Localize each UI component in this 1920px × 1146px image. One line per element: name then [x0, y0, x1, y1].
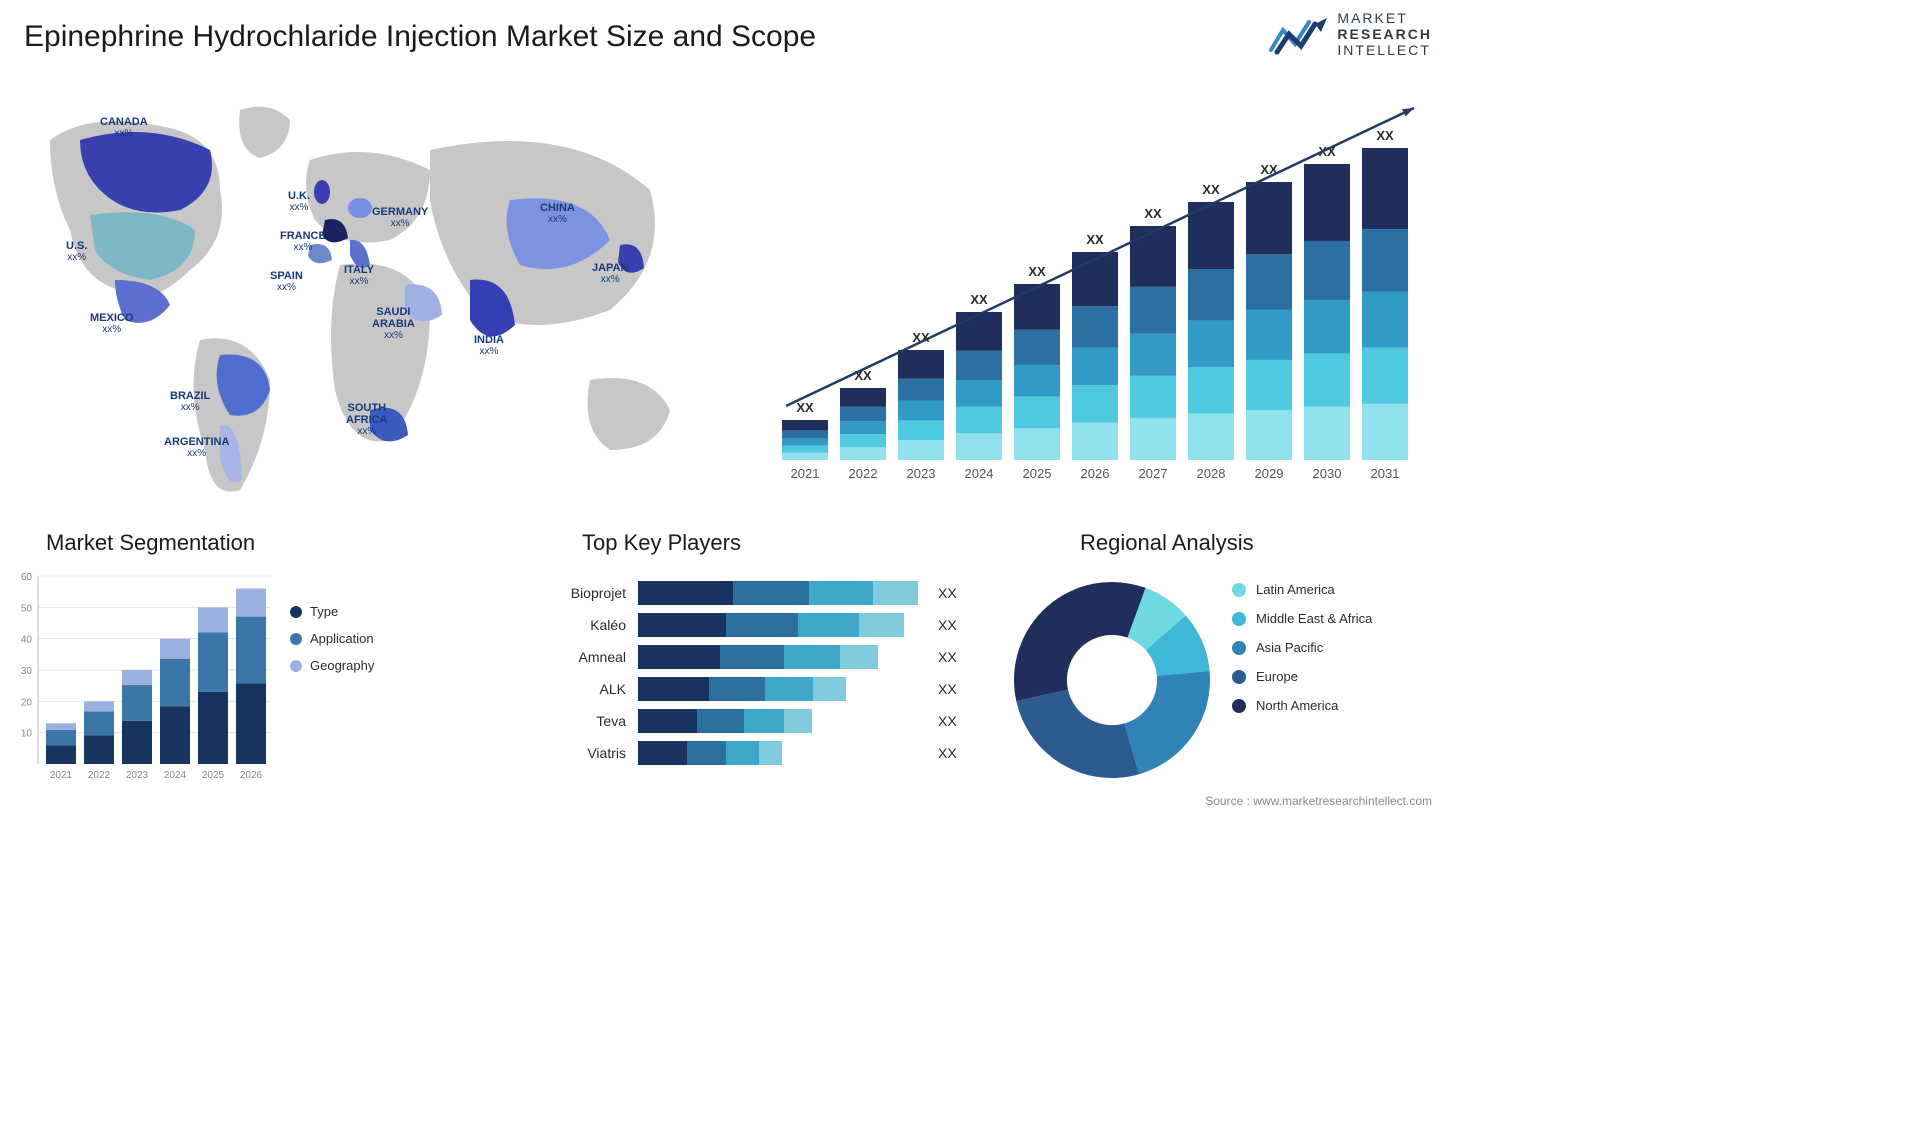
world-map: CANADAxx% U.S.xx% MEXICOxx% BRAZILxx% ARGENT…: [10, 80, 730, 510]
player-name: Teva: [518, 713, 638, 729]
player-row: Amneal XX: [518, 644, 988, 670]
map-label-canada: CANADAxx%: [100, 116, 148, 139]
seg-legend-application: Application: [290, 631, 374, 646]
svg-text:2025: 2025: [1023, 466, 1052, 481]
svg-text:XX: XX: [1028, 264, 1046, 279]
map-label-spain: SPAINxx%: [270, 270, 303, 293]
brand-logo-mark: [1269, 12, 1329, 56]
svg-text:2027: 2027: [1139, 466, 1168, 481]
svg-text:2021: 2021: [50, 770, 73, 781]
player-name: Kaléo: [518, 617, 638, 633]
seg-legend-geography: Geography: [290, 658, 374, 673]
svg-text:XX: XX: [970, 292, 988, 307]
player-value: XX: [938, 745, 957, 761]
brand-logo-text: MARKET RESEARCH INTELLECT: [1337, 10, 1432, 58]
map-label-brazil: BRAZILxx%: [170, 390, 210, 413]
svg-text:XX: XX: [1086, 232, 1104, 247]
regional-title: Regional Analysis: [1080, 530, 1254, 556]
players-title: Top Key Players: [582, 530, 741, 556]
player-value: XX: [938, 681, 957, 697]
market-size-bar-chart: XX 2021 XX 2022 XX 2023 XX 2024 XX 2025 XX 2026 XX 20…: [768, 100, 1428, 490]
player-bar: [638, 741, 928, 765]
svg-text:2029: 2029: [1255, 466, 1284, 481]
map-label-france: FRANCExx%: [280, 230, 326, 253]
svg-text:2026: 2026: [240, 770, 263, 781]
player-row: Bioprojet XX: [518, 580, 988, 606]
svg-text:2031: 2031: [1371, 466, 1400, 481]
svg-text:2025: 2025: [202, 770, 225, 781]
svg-text:2023: 2023: [126, 770, 149, 781]
regional-legend-item: Europe: [1232, 669, 1372, 684]
player-value: XX: [938, 649, 957, 665]
player-value: XX: [938, 585, 957, 601]
map-label-china: CHINAxx%: [540, 202, 575, 225]
player-row: Viatris XX: [518, 740, 988, 766]
svg-text:30: 30: [21, 666, 33, 677]
svg-text:XX: XX: [1144, 206, 1162, 221]
logo-line1: MARKET: [1337, 10, 1432, 26]
logo-line3: INTELLECT: [1337, 42, 1432, 58]
seg-legend-type: Type: [290, 604, 374, 619]
map-label-mexico: MEXICOxx%: [90, 312, 133, 335]
player-bar: [638, 677, 928, 701]
svg-text:10: 10: [21, 729, 33, 740]
svg-text:2022: 2022: [88, 770, 111, 781]
svg-text:40: 40: [21, 635, 33, 646]
regional-donut-chart: [1002, 570, 1222, 790]
map-label-argentina: ARGENTINAxx%: [164, 436, 229, 459]
map-label-south_africa: SOUTHAFRICAxx%: [346, 402, 388, 437]
svg-text:XX: XX: [1376, 128, 1394, 143]
regional-legend-item: Latin America: [1232, 582, 1372, 597]
regional-legend-item: Middle East & Africa: [1232, 611, 1372, 626]
player-bar: [638, 709, 928, 733]
player-bar: [638, 645, 928, 669]
player-row: Teva XX: [518, 708, 988, 734]
segmentation-title: Market Segmentation: [46, 530, 255, 556]
brand-logo: MARKET RESEARCH INTELLECT: [1269, 10, 1432, 58]
svg-text:2028: 2028: [1197, 466, 1226, 481]
svg-text:2024: 2024: [164, 770, 187, 781]
player-value: XX: [938, 617, 957, 633]
svg-text:60: 60: [21, 572, 33, 583]
player-name: Viatris: [518, 745, 638, 761]
map-label-germany: GERMANYxx%: [372, 206, 428, 229]
svg-text:2023: 2023: [907, 466, 936, 481]
logo-line2: RESEARCH: [1337, 26, 1432, 42]
regional-legend-item: Asia Pacific: [1232, 640, 1372, 655]
svg-text:2030: 2030: [1313, 466, 1342, 481]
map-label-uk: U.K.xx%: [288, 190, 310, 213]
svg-text:2021: 2021: [791, 466, 820, 481]
source-text: Source : www.marketresearchintellect.com: [1205, 794, 1432, 808]
player-name: ALK: [518, 681, 638, 697]
map-label-italy: ITALYxx%: [344, 264, 374, 287]
svg-text:20: 20: [21, 697, 33, 708]
player-name: Bioprojet: [518, 585, 638, 601]
map-label-saudi: SAUDIARABIAxx%: [372, 306, 415, 341]
player-row: Kaléo XX: [518, 612, 988, 638]
map-label-india: INDIAxx%: [474, 334, 504, 357]
regional-legend-item: North America: [1232, 698, 1372, 713]
svg-text:50: 50: [21, 603, 33, 614]
page-title: Epinephrine Hydrochlaride Injection Mark…: [24, 20, 816, 54]
svg-text:2026: 2026: [1081, 466, 1110, 481]
svg-text:2024: 2024: [965, 466, 994, 481]
player-bar: [638, 613, 928, 637]
segmentation-legend: Type Application Geography: [290, 604, 374, 685]
player-name: Amneal: [518, 649, 638, 665]
map-label-japan: JAPANxx%: [592, 262, 628, 285]
svg-text:XX: XX: [1202, 182, 1220, 197]
map-label-us: U.S.xx%: [66, 240, 87, 263]
regional-legend: Latin America Middle East & Africa Asia Pa…: [1232, 582, 1372, 727]
player-row: ALK XX: [518, 676, 988, 702]
svg-text:2022: 2022: [849, 466, 878, 481]
player-bar: [638, 581, 928, 605]
player-value: XX: [938, 713, 957, 729]
top-key-players-chart: BioprojetXXKaléoXXAmnealXXALKXXTevaXXVia…: [518, 580, 988, 772]
svg-text:XX: XX: [796, 400, 814, 415]
